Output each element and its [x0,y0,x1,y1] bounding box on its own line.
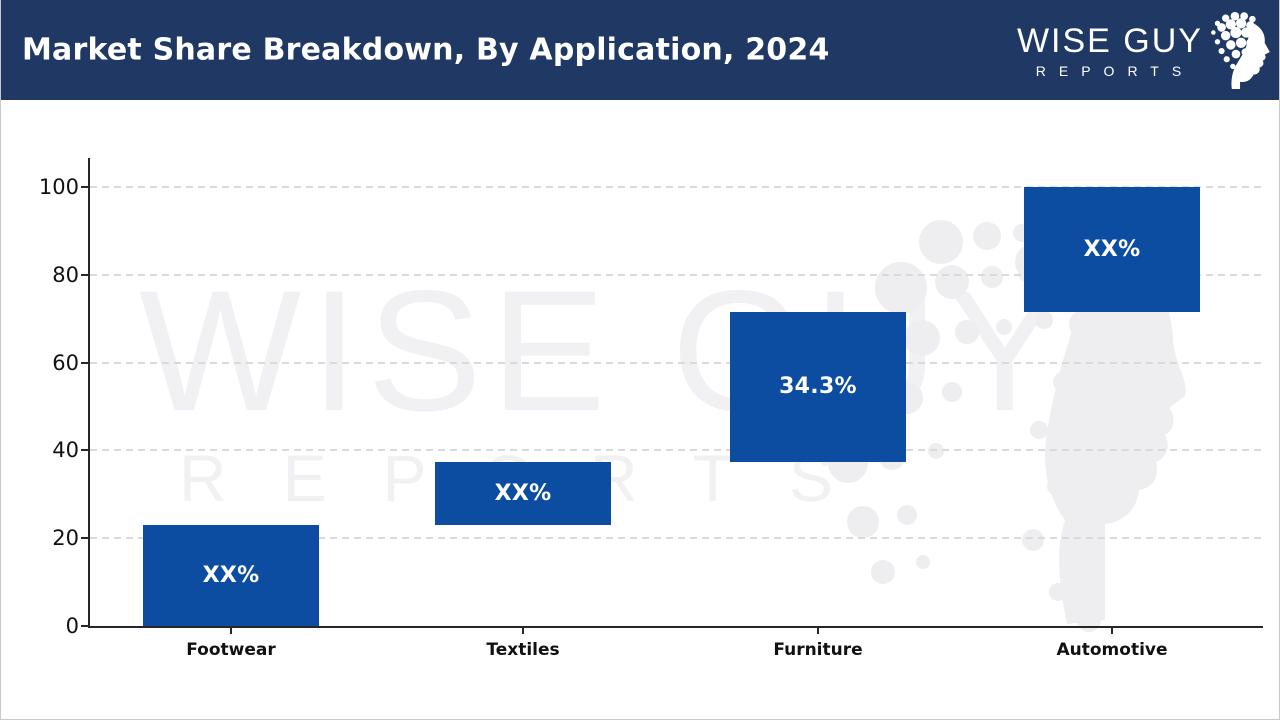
x-axis-label-textiles: Textiles [486,640,560,660]
bar-textiles: XX% [435,462,611,526]
x-tick-footwear [230,627,232,634]
gridline-60 [90,361,1263,364]
y-tick-label-100: 100 [38,175,79,199]
x-axis-line [88,626,1263,628]
brand-reports-text: REPORTS [1035,62,1195,79]
bar-automotive: XX% [1024,187,1200,312]
x-axis-label-footwear: Footwear [186,640,276,660]
gridline-80 [90,273,1263,276]
bar-value-label-furniture: 34.3% [779,374,857,400]
y-tick-label-20: 20 [52,526,79,551]
y-tick-label-60: 60 [52,350,79,375]
x-axis-label-automotive: Automotive [1056,640,1168,660]
gridline-20 [90,537,1263,540]
y-tick-label-80: 80 [52,262,79,287]
gridline-40 [90,449,1263,452]
bar-footwear: XX% [143,525,319,626]
bar-value-label-automotive: XX% [1083,236,1141,262]
page-title: Market Share Breakdown, By Application, … [22,32,830,68]
y-tick-100 [81,186,89,188]
bar-furniture: 34.3% [730,311,906,463]
y-tick-label-0: 0 [65,614,79,638]
header-bar: Market Share Breakdown, By Application, … [1,0,1279,100]
y-tick-20 [81,537,89,540]
brand-logo: WISE GUY REPORTS [1017,8,1271,92]
y-tick-40 [81,449,89,452]
x-tick-automotive [1111,627,1113,634]
x-axis-label-furniture: Furniture [773,640,863,660]
bar-value-label-footwear: XX% [202,563,260,588]
dotted-head-icon [1211,11,1270,89]
y-tick-80 [81,273,89,276]
x-tick-furniture [817,627,819,634]
x-tick-textiles [522,627,524,634]
gridline-100 [90,186,1263,188]
y-tick-0 [81,625,89,627]
y-tick-label-40: 40 [52,438,79,463]
bar-value-label-textiles: XX% [494,481,552,507]
brand-wordmark: WISE GUY [1016,21,1203,60]
y-axis-line [88,158,90,628]
y-tick-60 [81,361,89,364]
